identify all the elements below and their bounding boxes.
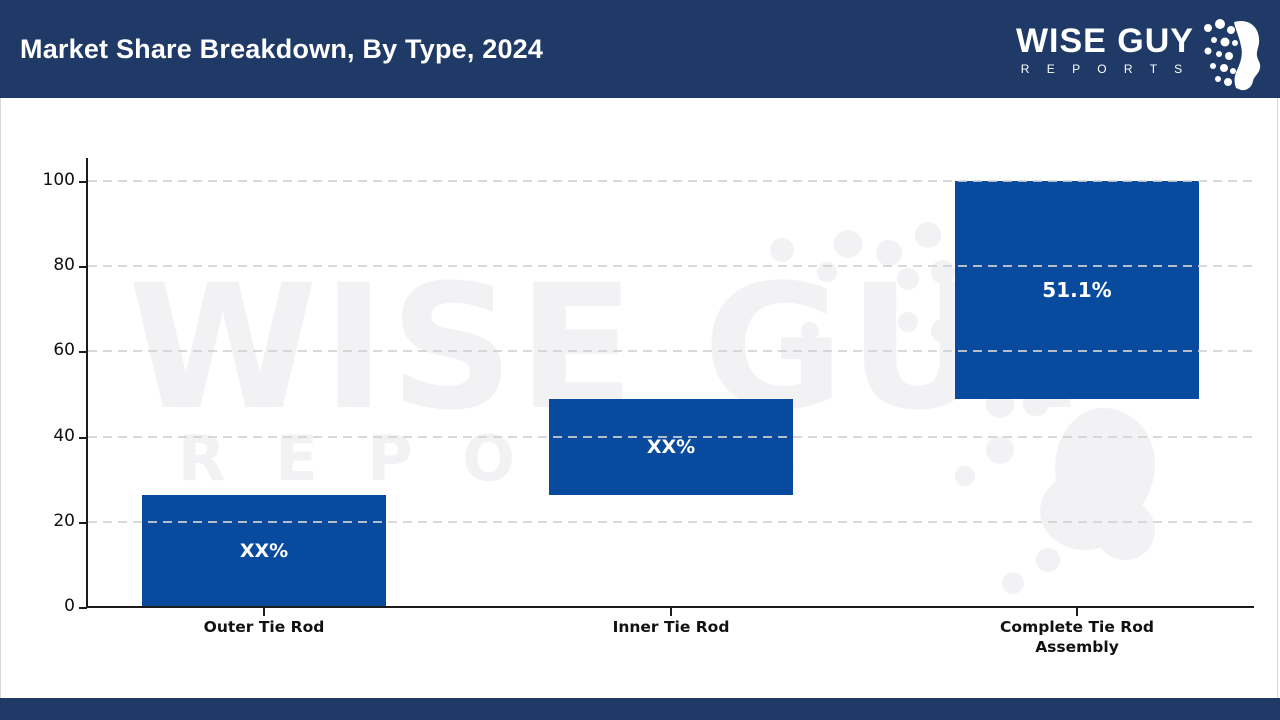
bar-value-label: XX% — [646, 435, 696, 458]
x-category-label: Inner Tie Rod — [612, 618, 730, 636]
x-category-label: Complete Tie Rod Assembly — [1000, 618, 1154, 656]
bar-value-label: XX% — [239, 539, 289, 562]
gridline-40 — [88, 436, 1253, 438]
bar-inner-tie-rod — [549, 398, 793, 495]
gridline-20 — [88, 521, 1253, 523]
footer-bar — [0, 698, 1280, 720]
y-tick-80: 80 — [53, 255, 75, 275]
bar-complete-tie-rod — [955, 181, 1199, 399]
y-tick-40: 40 — [53, 426, 75, 446]
y-tick-100: 100 — [42, 170, 75, 190]
bar-outer-tie-rod — [142, 494, 386, 607]
gridline-60 — [88, 350, 1253, 352]
x-axis-line — [86, 606, 1254, 608]
y-tick-20: 20 — [53, 511, 75, 531]
chart-title: Market Share Breakdown, By Type, 2024 — [20, 34, 544, 64]
logo-wordmark: WISE GUY — [1015, 22, 1194, 60]
y-tick-60: 60 — [53, 340, 75, 360]
logo-subtitle: R E P O R T S — [1020, 61, 1190, 76]
y-axis-line — [86, 158, 88, 608]
face-profile-logo-icon — [1204, 19, 1261, 91]
y-tick-0: 0 — [64, 596, 75, 616]
gridline-80 — [88, 265, 1253, 267]
bar-value-label: 51.1% — [1042, 277, 1112, 302]
wiseguy-logo: WISE GUY R E P O R T S — [1012, 10, 1262, 91]
header-bar: Market Share Breakdown, By Type, 2024 WI… — [0, 0, 1280, 98]
wiseguy-logo-text: WISE GUY R E P O R T S — [1015, 22, 1194, 76]
x-category-label: Outer Tie Rod — [203, 618, 325, 636]
gridline-100 — [88, 180, 1253, 182]
